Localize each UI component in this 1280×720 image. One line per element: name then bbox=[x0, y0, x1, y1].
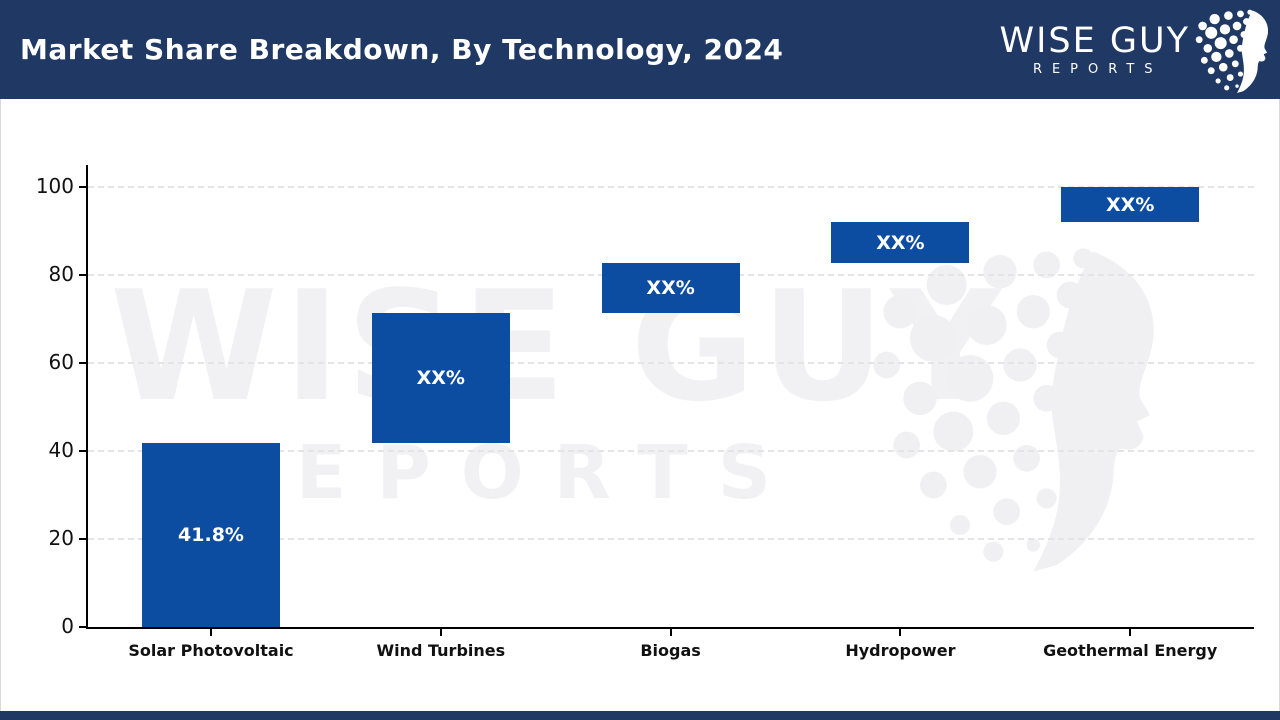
x-tick-mark bbox=[899, 629, 902, 636]
watermark-subtitle: REPORTS bbox=[208, 430, 802, 516]
y-tick-mark bbox=[79, 538, 88, 540]
y-tick-mark bbox=[79, 362, 88, 364]
x-axis-line bbox=[86, 627, 1254, 629]
y-tick-mark bbox=[79, 450, 88, 452]
y-tick-label: 100 bbox=[35, 174, 74, 198]
y-axis-line bbox=[86, 165, 88, 629]
y-tick-label: 40 bbox=[48, 438, 74, 462]
bar bbox=[601, 263, 740, 314]
x-axis-label: Geothermal Energy bbox=[1043, 641, 1218, 660]
gridline bbox=[88, 450, 1254, 452]
bar-value-label: XX% bbox=[416, 367, 465, 390]
gridline bbox=[88, 538, 1254, 540]
bar bbox=[1061, 187, 1200, 223]
y-tick-label: 20 bbox=[48, 526, 74, 550]
y-tick-label: 80 bbox=[48, 262, 74, 286]
page-title: Market Share Breakdown, By Technology, 2… bbox=[20, 33, 784, 66]
wiseguy-logo: WISE GUY REPORTS bbox=[999, 6, 1270, 94]
x-tick-mark bbox=[1129, 629, 1132, 636]
x-tick-mark bbox=[669, 629, 672, 636]
header-bar: Market Share Breakdown, By Technology, 2… bbox=[0, 0, 1280, 99]
x-axis-label: Solar Photovoltaic bbox=[128, 641, 294, 660]
bar bbox=[371, 313, 510, 444]
gridline bbox=[88, 186, 1254, 188]
logo-subtitle: REPORTS bbox=[1032, 61, 1163, 77]
bar bbox=[831, 222, 970, 264]
x-axis-label: Hydropower bbox=[845, 641, 956, 660]
y-tick-mark bbox=[79, 626, 88, 628]
bar bbox=[142, 443, 280, 627]
y-tick-mark bbox=[79, 186, 88, 188]
y-tick-label: 0 bbox=[61, 614, 74, 638]
y-tick-label: 60 bbox=[48, 350, 74, 374]
wiseguy-head-icon bbox=[1192, 7, 1270, 93]
x-tick-mark bbox=[210, 629, 212, 636]
watermark-wordmark: WISE GUY bbox=[110, 258, 1007, 435]
x-tick-mark bbox=[439, 629, 442, 636]
x-axis-label: Biogas bbox=[640, 641, 701, 660]
wiseguy-logo-text: WISE GUY REPORTS bbox=[999, 23, 1190, 77]
logo-wordmark: WISE GUY bbox=[999, 21, 1190, 62]
bar-value-label: XX% bbox=[646, 277, 695, 300]
bar-value-label: XX% bbox=[876, 231, 925, 254]
y-tick-mark bbox=[79, 274, 88, 276]
bar-value-label: 41.8% bbox=[178, 524, 244, 547]
x-axis-label: Wind Turbines bbox=[376, 641, 506, 660]
watermark-head-icon bbox=[860, 210, 1160, 604]
footer-accent-bar bbox=[0, 711, 1280, 720]
bar-value-label: XX% bbox=[1106, 193, 1155, 216]
gridline bbox=[88, 362, 1254, 364]
